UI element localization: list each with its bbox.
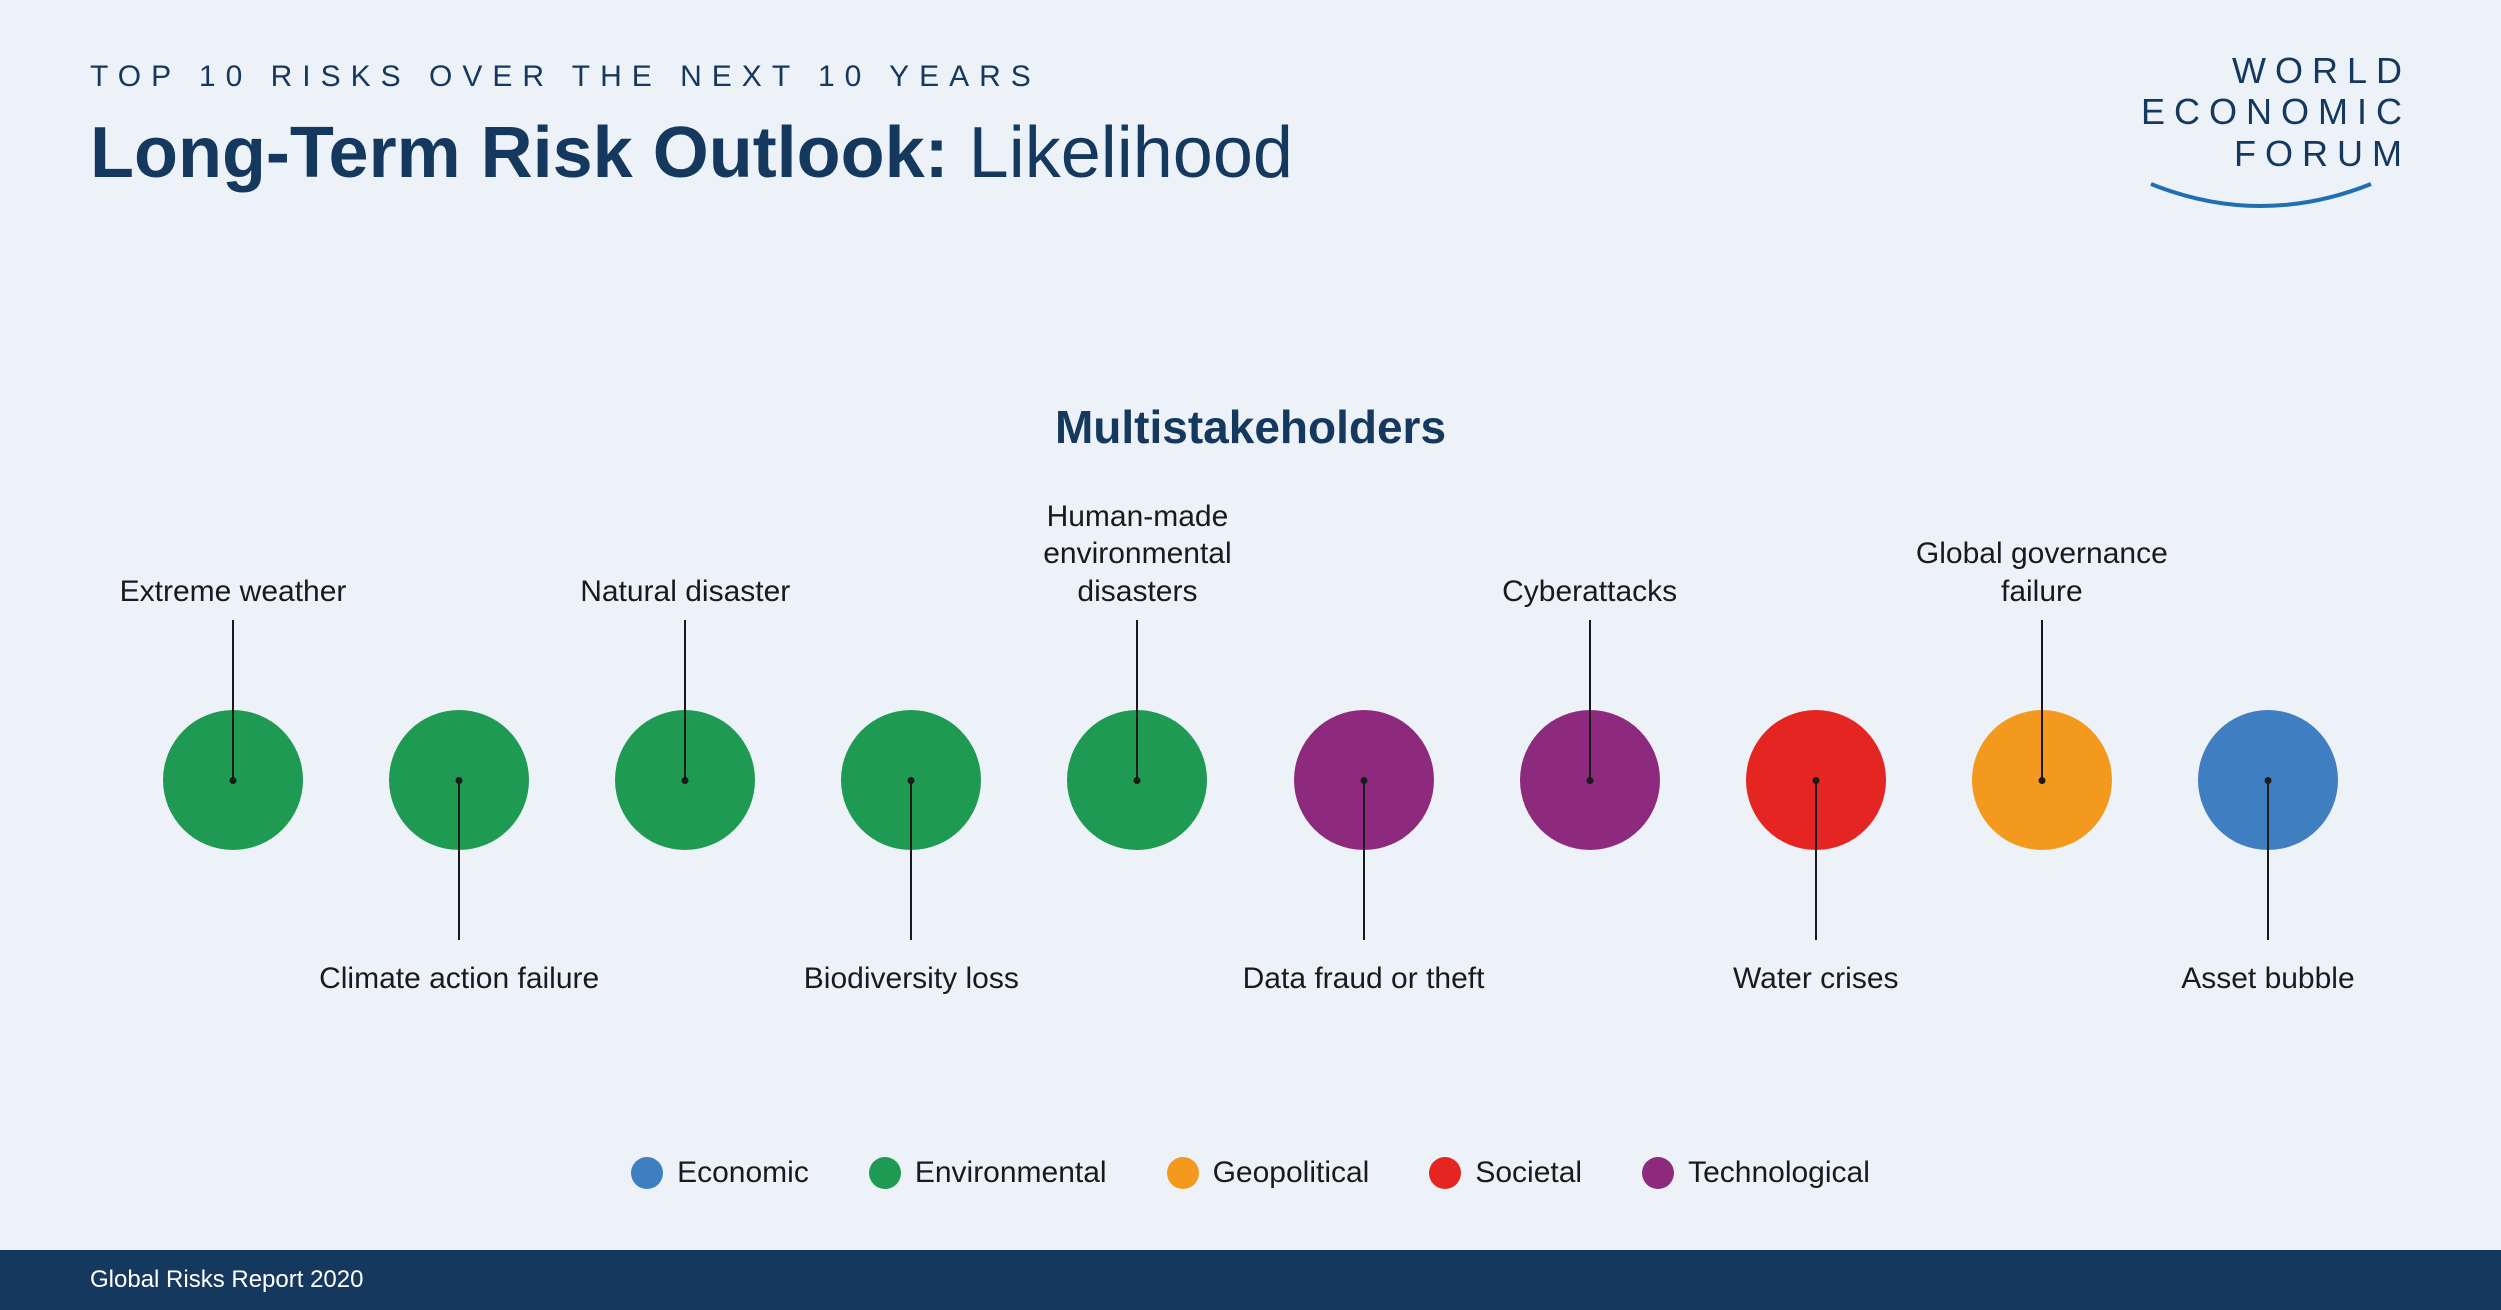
logo-arc-icon [2111,178,2411,218]
legend-swatch [1167,1157,1199,1189]
eyebrow-text: TOP 10 RISKS OVER THE NEXT 10 YEARS [90,60,2411,94]
section-title: Multistakeholders [0,400,2501,454]
logo-line-1: WORLD [2111,50,2411,91]
risk-label: Global governance failure [1889,535,2195,610]
risk-label: Climate action failure [306,960,612,998]
title-light: Likelihood [949,113,1293,193]
legend-item-technological: Technological [1642,1156,1870,1190]
legend-swatch [1429,1157,1461,1189]
risk-label: Human-made environmental disasters [984,498,1290,611]
legend-item-societal: Societal [1429,1156,1582,1190]
logo-line-2: ECONOMIC [2111,91,2411,132]
risk-label: Extreme weather [80,573,386,611]
risk-label: Data fraud or theft [1211,960,1517,998]
legend-label: Technological [1688,1156,1870,1190]
logo-line-3: FORUM [2111,133,2411,174]
risk-stem [2041,620,2043,780]
risk-label: Cyberattacks [1437,573,1743,611]
risk-stem [1363,780,1365,940]
risk-label: Natural disaster [532,573,838,611]
legend-item-environmental: Environmental [869,1156,1107,1190]
wef-logo: WORLD ECONOMIC FORUM [2111,50,2411,223]
risk-label: Water crises [1663,960,1969,998]
risk-stem [1589,620,1591,780]
page-title: Long-Term Risk Outlook: Likelihood [90,112,2411,194]
risk-stem [1136,620,1138,780]
legend-swatch [869,1157,901,1189]
risk-item: Asset bubble [2155,470,2381,1010]
legend-label: Environmental [915,1156,1107,1190]
risk-stem [2267,780,2269,940]
legend-swatch [1642,1157,1674,1189]
risk-label: Asset bubble [2115,960,2421,998]
risk-item: Cyberattacks [1477,470,1703,1010]
risk-stem [232,620,234,780]
risk-item: Data fraud or theft [1251,470,1477,1010]
risk-stem [684,620,686,780]
legend-label: Economic [677,1156,809,1190]
risk-chart: Extreme weatherClimate action failureNat… [120,470,2381,1010]
risk-stem [910,780,912,940]
footer-bar: Global Risks Report 2020 [0,1250,2501,1310]
footer-text: Global Risks Report 2020 [90,1266,363,1294]
legend-swatch [631,1157,663,1189]
risk-item: Human-made environmental disasters [1024,470,1250,1010]
risk-label: Biodiversity loss [758,960,1064,998]
legend: Economic Environmental Geopolitical Societa… [0,1156,2501,1190]
risk-item: Climate action failure [346,470,572,1010]
risk-stem [458,780,460,940]
risk-item: Natural disaster [572,470,798,1010]
risk-item: Global governance failure [1929,470,2155,1010]
header: TOP 10 RISKS OVER THE NEXT 10 YEARS Long… [90,60,2411,194]
legend-label: Societal [1475,1156,1582,1190]
legend-item-geopolitical: Geopolitical [1167,1156,1370,1190]
risk-item: Extreme weather [120,470,346,1010]
risk-stem [1815,780,1817,940]
legend-label: Geopolitical [1213,1156,1370,1190]
title-bold: Long-Term Risk Outlook: [90,113,949,193]
legend-item-economic: Economic [631,1156,809,1190]
